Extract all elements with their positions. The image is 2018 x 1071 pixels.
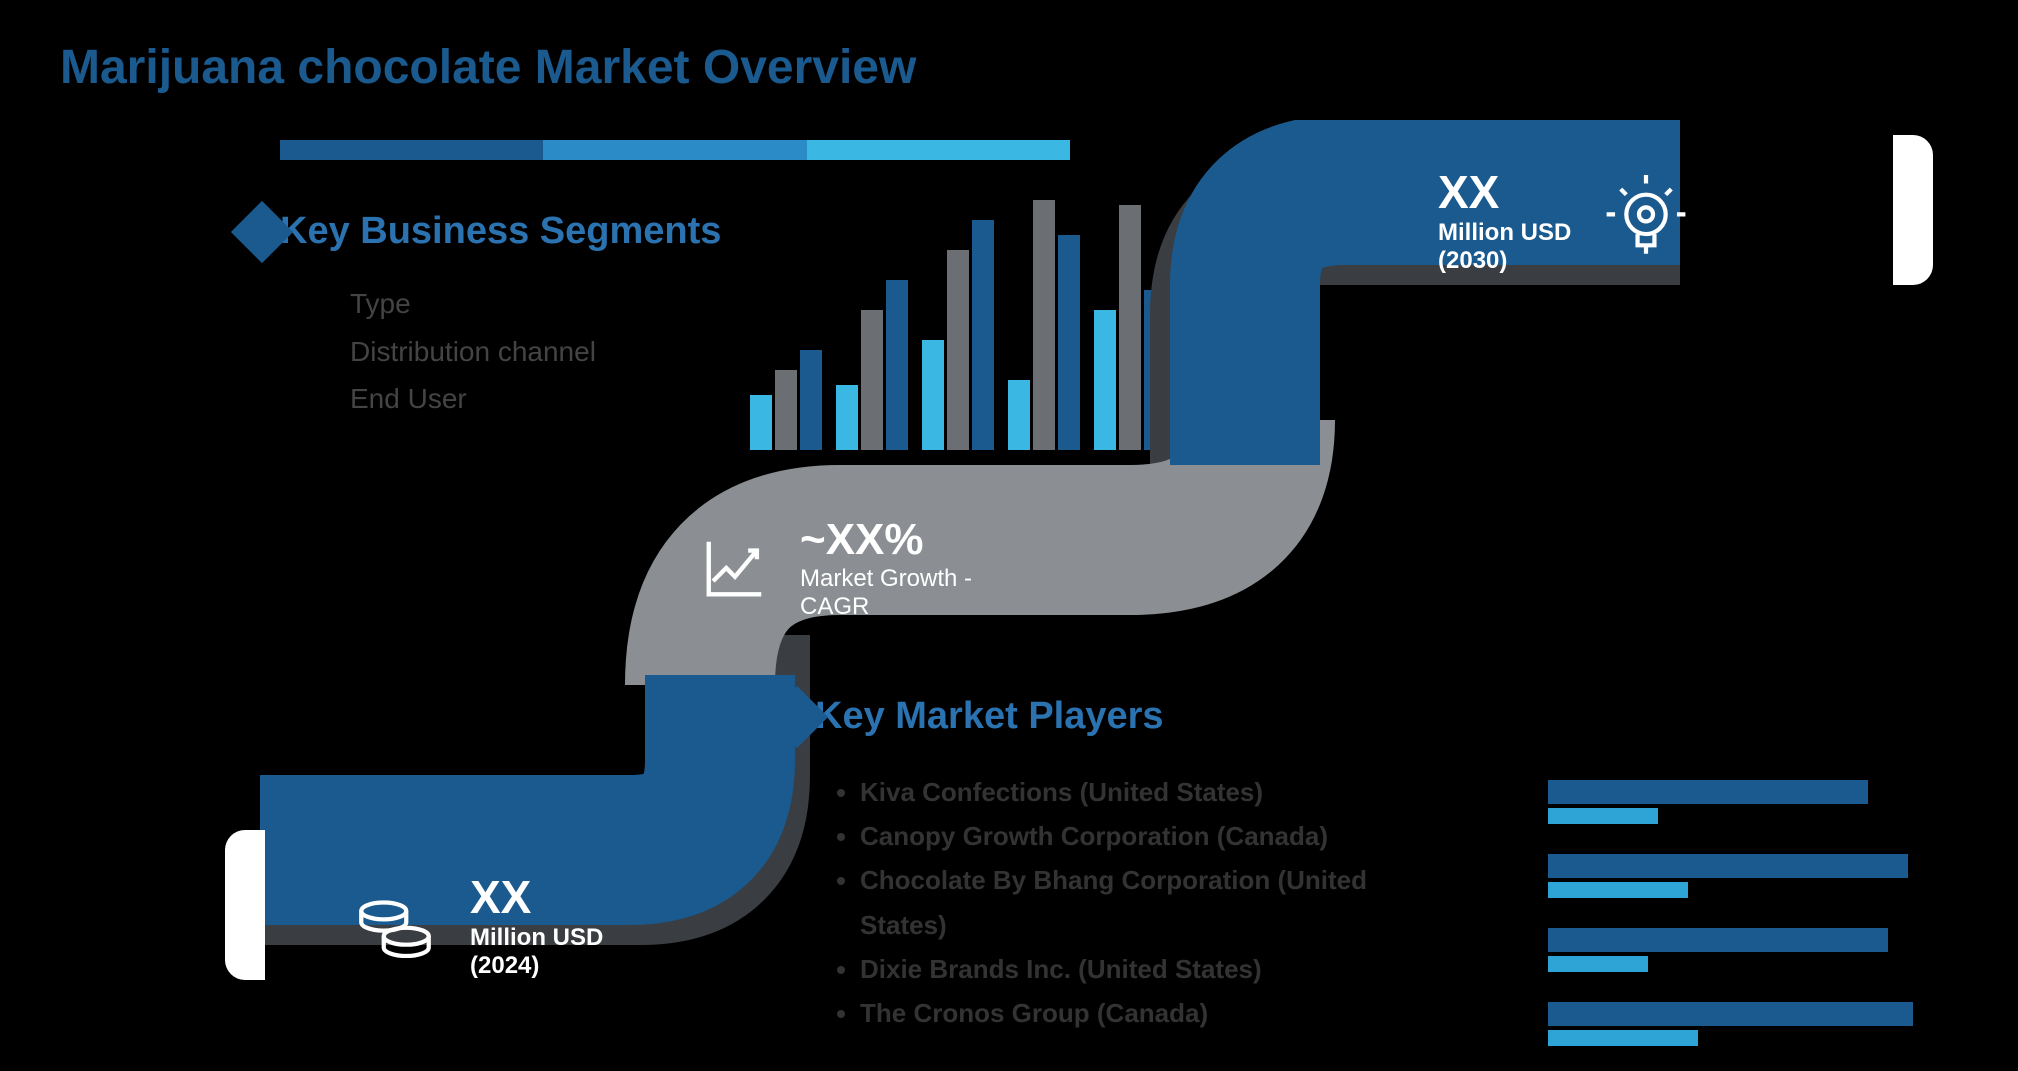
bar-group [1094,205,1166,450]
horizontal-bar-chart [1548,780,1918,1046]
bar [1058,235,1080,450]
unit-2024: Million USD [470,924,603,952]
bar-group [836,280,908,450]
players-list: Kiva Confections (United States) Canopy … [840,770,1440,1035]
color-seg-3 [807,140,1070,160]
segment-item: Distribution channel [350,328,596,376]
player-item: Dixie Brands Inc. (United States) [860,947,1440,991]
players-header: Key Market Players [775,695,1164,738]
hbar-pair [1548,780,1918,824]
value-2030: XX [1438,165,1571,219]
player-item: Kiva Confections (United States) [860,770,1440,814]
segment-item: End User [350,375,596,423]
bar-group [1008,200,1080,450]
bar [836,385,858,450]
cagr-label2: CAGR [800,593,972,621]
block-2024: XX Million USD (2024) [350,870,603,980]
coins-icon [350,880,440,970]
bar [922,340,944,450]
year-2024: (2024) [470,952,603,980]
page-title: Marijuana chocolate Market Overview [60,40,916,95]
segments-list: Type Distribution channel End User [350,280,596,423]
hbar-wide [1548,1002,1913,1026]
players-heading: Key Market Players [815,695,1164,738]
player-item: Canopy Growth Corporation (Canada) [860,814,1440,858]
vertical-bar-chart [750,170,1170,450]
bar [1094,310,1116,450]
color-legend-bar [280,140,1070,160]
bar [775,370,797,450]
bracket-left-accent [225,830,265,980]
player-item: Chocolate By Bhang Corporation (United S… [860,858,1440,946]
bar [886,280,908,450]
color-seg-2 [543,140,806,160]
hbar-pair [1548,854,1918,898]
bar [861,310,883,450]
bar [1033,200,1055,450]
cagr-label1: Market Growth - [800,565,972,593]
hbar-narrow [1548,1030,1698,1046]
hbar-narrow [1548,808,1658,824]
hbar-pair [1548,1002,1918,1046]
bar [800,350,822,450]
bar [1144,290,1166,450]
segments-header: Key Business Segments [240,210,721,253]
hbar-wide [1548,780,1868,804]
bar [1119,205,1141,450]
hbar-narrow [1548,956,1648,972]
lightbulb-icon [1601,175,1691,265]
block-2030: XX Million USD (2030) [1438,165,1818,275]
segments-heading: Key Business Segments [280,210,721,253]
segment-item: Type [350,280,596,328]
bar-group [750,350,822,450]
hbar-pair [1548,928,1918,972]
growth-chart-icon [700,533,770,603]
bar [972,220,994,450]
bar [750,395,772,450]
year-2030: (2030) [1438,247,1571,275]
bar [1008,380,1030,450]
bar-group [922,220,994,450]
bracket-right-accent [1893,135,1933,285]
hbar-wide [1548,928,1888,952]
bar [947,250,969,450]
cagr-value: ~XX% [800,515,972,565]
unit-2030: Million USD [1438,219,1571,247]
player-item: The Cronos Group (Canada) [860,991,1440,1035]
hbar-narrow [1548,882,1688,898]
value-2024: XX [470,870,603,924]
hbar-wide [1548,854,1908,878]
color-seg-1 [280,140,543,160]
block-cagr: ~XX% Market Growth - CAGR [700,515,972,621]
